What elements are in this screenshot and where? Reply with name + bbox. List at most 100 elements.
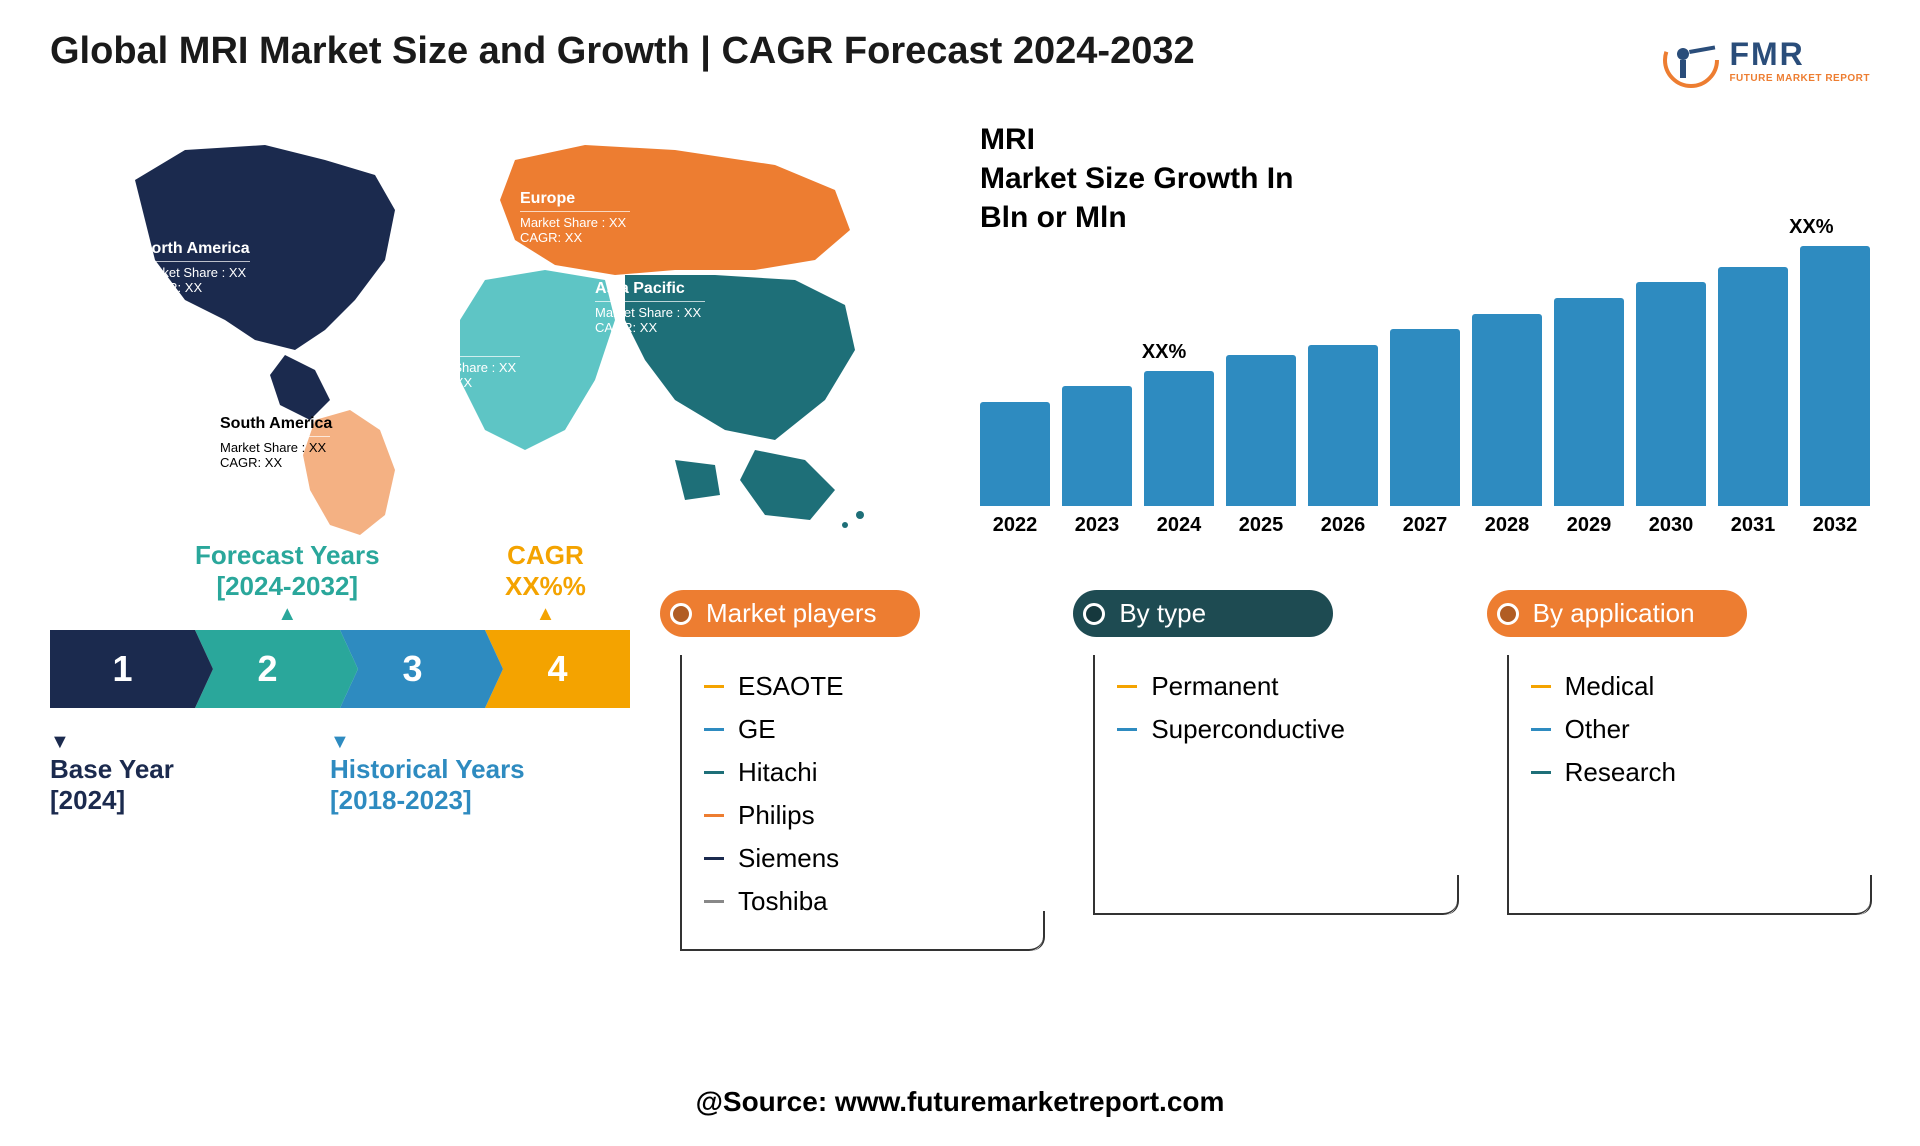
dot-icon [1083, 603, 1105, 625]
logo-sub: FUTURE MARKET REPORT [1729, 73, 1870, 84]
region-label: Europe Market Share : XX CAGR: XX [520, 190, 630, 245]
triangle-up-icon: ▲ [505, 602, 586, 626]
list-item-label: Hitachi [738, 757, 817, 788]
bar [1308, 345, 1378, 506]
tick-icon [704, 685, 724, 688]
timeline-block: 2 [195, 630, 340, 708]
world-map: North America Market Share : XX CAGR: XX… [50, 120, 940, 540]
page-title: Global MRI Market Size and Growth | CAGR… [50, 30, 1195, 73]
bar [1390, 329, 1460, 506]
bar-col: 2028 [1472, 314, 1542, 537]
region-cagr: CAGR: XX [520, 230, 630, 245]
region-name: South America [220, 415, 332, 433]
bar-year-label: 2026 [1321, 514, 1366, 537]
triangle-down-icon: ▼ [330, 730, 525, 754]
region-share: Market Share : XX [220, 440, 332, 455]
region-cagr: CAGR: XX [140, 280, 250, 295]
region-share: Market Share : XX [410, 360, 520, 375]
tick-icon [704, 857, 724, 860]
list-item: Toshiba [704, 886, 1023, 917]
list-item-label: Siemens [738, 843, 839, 874]
top-row: North America Market Share : XX CAGR: XX… [50, 120, 1870, 540]
bar-col: 2024 [1144, 371, 1214, 537]
tl-cagr-label: CAGR XX%% ▲ [505, 540, 586, 626]
source-attribution: @Source: www.futuremarketreport.com [696, 1086, 1225, 1118]
bar [1062, 386, 1132, 506]
list-item-label: Other [1565, 714, 1630, 745]
region-label: Asia Pacific Market Share : XX CAGR: XX [595, 280, 705, 335]
region-name: MEA [410, 335, 520, 353]
tl-hist-label: ▼ Historical Years [2018-2023] [330, 730, 525, 816]
list-item-label: Philips [738, 800, 815, 831]
bar [1472, 314, 1542, 506]
category-title: Market players [706, 598, 877, 629]
list-item-label: Toshiba [738, 886, 828, 917]
tick-icon [1531, 685, 1551, 688]
tick-icon [1531, 771, 1551, 774]
region-cagr: CAGR: XX [595, 320, 705, 335]
bar-year-label: 2025 [1239, 514, 1284, 537]
list-item-label: Research [1565, 757, 1676, 788]
tick-icon [704, 728, 724, 731]
tick-icon [704, 814, 724, 817]
bar-col: 2029 [1554, 298, 1624, 537]
timeline-block: 1 [50, 630, 195, 708]
category-column: Market playersESAOTEGEHitachiPhilipsSiem… [660, 590, 1043, 951]
bar-col: 2023 [1062, 386, 1132, 537]
bar-col: 2026 [1308, 345, 1378, 537]
category-list: ESAOTEGEHitachiPhilipsSiemensToshiba [680, 655, 1043, 951]
bar-col: 2022 [980, 402, 1050, 537]
category-title: By type [1119, 598, 1206, 629]
bar-year-label: 2029 [1567, 514, 1612, 537]
tick-icon [704, 900, 724, 903]
region-name: Europe [520, 190, 630, 208]
timeline: Forecast Years [2024-2032] ▲ CAGR XX%% ▲… [50, 590, 630, 708]
list-item: Permanent [1117, 671, 1436, 702]
region-cagr: CAGR: XX [410, 375, 520, 390]
bar-year-label: 2028 [1485, 514, 1530, 537]
bar-year-label: 2024 [1157, 514, 1202, 537]
map-svg [50, 120, 940, 540]
list-item: Philips [704, 800, 1023, 831]
list-item: Siemens [704, 843, 1023, 874]
bar [1226, 355, 1296, 506]
logo: FMR FUTURE MARKET REPORT [1661, 30, 1870, 90]
list-item: Research [1531, 757, 1850, 788]
region-name: North America [140, 240, 250, 258]
bar [980, 402, 1050, 506]
region-label: South America Market Share : XX CAGR: XX [220, 415, 332, 470]
region-label: MEA Market Share : XX CAGR: XX [410, 335, 520, 390]
fmr-logo-icon [1661, 30, 1721, 90]
bar-year-label: 2032 [1813, 514, 1858, 537]
bar-year-label: 2030 [1649, 514, 1694, 537]
bottom-row: Forecast Years [2024-2032] ▲ CAGR XX%% ▲… [50, 590, 1870, 951]
tl-base-label: ▼ Base Year [2024] [50, 730, 174, 816]
list-item: Medical [1531, 671, 1850, 702]
category-pill: By application [1487, 590, 1747, 637]
chart-title-l1: MRI [980, 120, 1870, 159]
category-list: Medical Other Research [1507, 655, 1870, 915]
timeline-blocks: 1234 [50, 630, 630, 708]
bar-col: 2030 [1636, 282, 1706, 537]
bar [1636, 282, 1706, 506]
category-column: By typePermanentSuperconductive [1073, 590, 1456, 951]
bar-year-label: 2023 [1075, 514, 1120, 537]
bar-col: 2025 [1226, 355, 1296, 537]
tick-icon [704, 771, 724, 774]
category-column: By application Medical Other Research [1487, 590, 1870, 951]
bar-year-label: 2027 [1403, 514, 1448, 537]
bar-col: 2032 [1800, 246, 1870, 537]
triangle-up-icon: ▲ [195, 602, 380, 626]
bar-col: 2031 [1718, 267, 1788, 537]
bar [1718, 267, 1788, 506]
logo-text: FMR FUTURE MARKET REPORT [1729, 36, 1870, 84]
bar-annotation: XX% [1142, 341, 1186, 364]
tick-icon [1531, 728, 1551, 731]
region-share: Market Share : XX [140, 265, 250, 280]
chart-title-l2: Market Size Growth In [980, 159, 1870, 198]
list-item-label: ESAOTE [738, 671, 843, 702]
category-pill: By type [1073, 590, 1333, 637]
list-item: Other [1531, 714, 1850, 745]
timeline-block: 3 [340, 630, 485, 708]
list-item-label: Permanent [1151, 671, 1278, 702]
